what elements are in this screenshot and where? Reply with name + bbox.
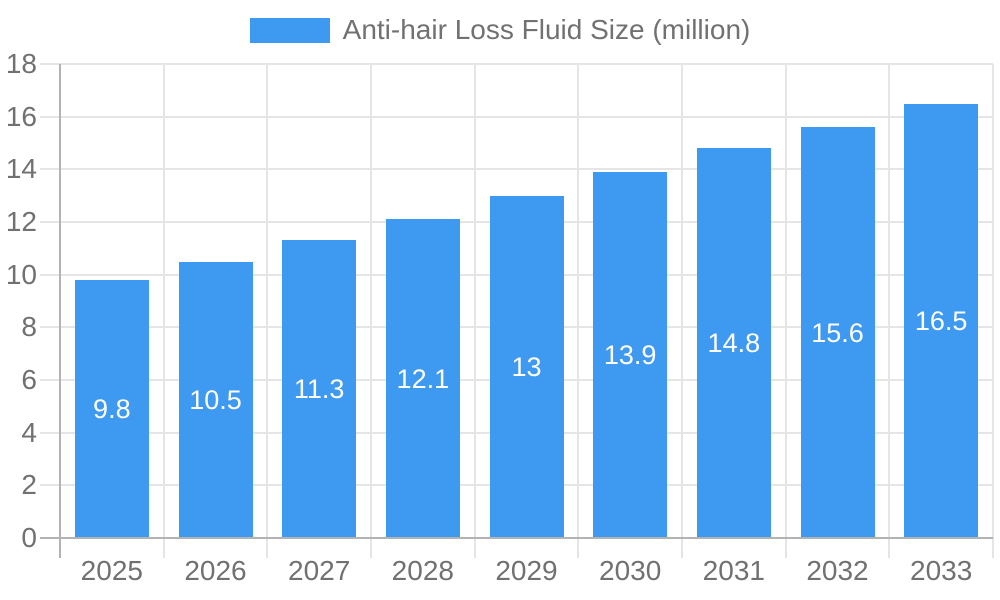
x-tick-label: 2032	[806, 555, 869, 586]
x-tick-label: 2028	[391, 555, 454, 586]
h-gridline	[40, 115, 993, 118]
y-tick-label: 6	[21, 364, 37, 395]
y-tick-label: 4	[21, 416, 37, 448]
y-tick-label: 14	[5, 153, 37, 185]
legend-swatch-icon	[249, 17, 330, 43]
v-gridline	[992, 64, 994, 558]
v-gridline	[266, 64, 269, 558]
bar[interactable]	[904, 103, 979, 537]
x-axis-line	[40, 537, 993, 539]
bar[interactable]	[178, 261, 253, 537]
bar[interactable]	[593, 171, 668, 537]
x-tick-label: 2033	[910, 555, 973, 586]
bar-value-label: 9.8	[93, 393, 131, 424]
y-tick-label: 18	[5, 48, 37, 79]
bar-value-label: 13	[511, 351, 542, 382]
legend: Anti-hair Loss Fluid Size (million)	[0, 16, 1000, 44]
x-tick-label: 2030	[599, 555, 662, 586]
legend-label: Anti-hair Loss Fluid Size (million)	[342, 14, 751, 45]
bar-value-label: 10.5	[189, 384, 242, 415]
x-tick-label: 2026	[184, 555, 247, 586]
y-tick-label: 10	[5, 258, 37, 290]
y-tick-label: 12	[5, 206, 37, 237]
bar[interactable]	[74, 279, 149, 537]
x-tick-label: 2027	[288, 555, 351, 586]
x-tick-label: 2031	[702, 555, 765, 586]
y-tick-label: 8	[21, 311, 37, 343]
bar[interactable]	[282, 240, 357, 537]
bar[interactable]	[696, 148, 771, 537]
bar-value-label: 16.5	[914, 305, 968, 336]
bar[interactable]	[385, 219, 460, 537]
x-tick-label: 2029	[495, 555, 558, 586]
v-gridline	[888, 64, 891, 558]
bar-value-label: 15.6	[811, 317, 864, 348]
bar-value-label: 14.8	[707, 328, 761, 359]
y-axis-line	[59, 64, 61, 558]
v-gridline	[473, 64, 476, 558]
y-tick-label: 16	[5, 100, 37, 132]
v-gridline	[681, 64, 683, 558]
bar-value-label: 13.9	[603, 339, 657, 370]
h-gridline	[40, 168, 993, 171]
v-gridline	[577, 64, 580, 558]
bar[interactable]	[800, 127, 875, 537]
v-gridline	[370, 64, 372, 558]
h-gridline	[40, 63, 993, 65]
v-gridline	[162, 64, 165, 558]
legend-item[interactable]: Anti-hair Loss Fluid Size (million)	[249, 14, 751, 45]
y-tick-label: 0	[21, 522, 37, 553]
bar-value-label: 11.3	[293, 374, 345, 405]
y-tick-label: 2	[21, 469, 37, 501]
x-tick-label: 2025	[80, 555, 143, 586]
bar-value-label: 12.1	[396, 363, 450, 394]
v-gridline	[784, 64, 787, 558]
bar[interactable]	[489, 195, 564, 537]
